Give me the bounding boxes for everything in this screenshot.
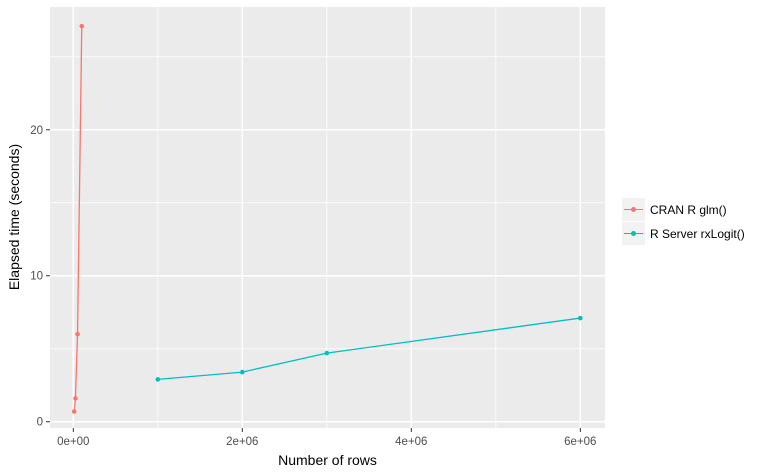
y-axis-title: Elapsed time (seconds) <box>6 143 22 291</box>
legend-key-dot <box>631 207 636 212</box>
legend-label: R Server rxLogit() <box>650 226 745 241</box>
legend-key-dot <box>631 231 636 236</box>
legend-label: CRAN R glm() <box>650 202 727 217</box>
data-point <box>324 350 330 356</box>
x-tick-label: 4e+06 <box>395 436 427 448</box>
y-tick-label: 20 <box>30 125 43 137</box>
data-point <box>71 409 77 414</box>
legend-item: CRAN R glm() <box>622 198 745 221</box>
y-tick-label: 10 <box>30 271 43 283</box>
data-point <box>75 331 80 337</box>
data-point <box>240 369 245 375</box>
legend-item: R Server rxLogit() <box>622 222 745 245</box>
x-axis-title: Number of rows <box>278 452 377 468</box>
data-point <box>79 23 85 29</box>
data-point <box>578 315 583 321</box>
x-tick-label: 2e+06 <box>226 436 258 448</box>
legend-key-icon <box>622 222 645 245</box>
data-point <box>155 377 161 382</box>
legend: CRAN R glm() R Server rxLogit() <box>622 198 745 245</box>
plot-panel <box>50 7 605 428</box>
y-tick-label: 0 <box>37 417 43 429</box>
x-tick-label: 6e+06 <box>564 436 596 448</box>
legend-key-icon <box>622 198 645 221</box>
x-tick-label: 0e+00 <box>57 436 89 448</box>
data-point <box>73 396 78 401</box>
series-line <box>157 317 581 381</box>
series-line <box>73 26 83 412</box>
